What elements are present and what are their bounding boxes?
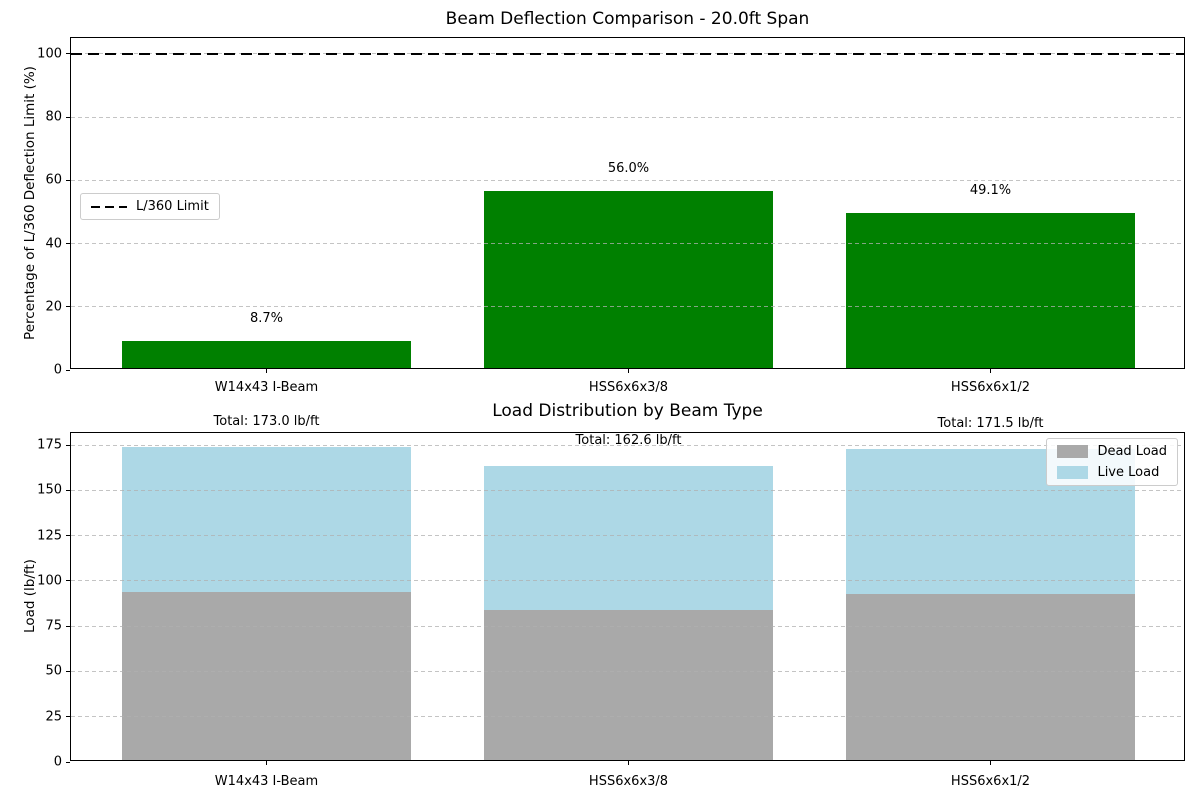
gridline <box>71 535 1184 537</box>
deflection-chart-plot-area: 0 20 40 60 80 100 W14x43 I-Beam HSS6x6x3/8 HSS6x… <box>37 37 1185 395</box>
legend-entry: L/360 Limit <box>91 199 209 214</box>
y-tick-mark <box>66 444 70 446</box>
deflection-y-axis-label: Percentage of L/360 Deflection Limit (%) <box>22 66 38 340</box>
stacked-bar-segment-live-load <box>121 446 412 592</box>
category-label: HSS6x6x3/8 <box>588 380 669 395</box>
legend-label: Live Load <box>1097 465 1160 480</box>
gridline <box>71 243 1184 245</box>
bar-value-label: 56.0% <box>607 160 650 176</box>
gridline <box>71 179 1184 181</box>
legend-entry: Live Load <box>1057 465 1167 480</box>
legend-color-patch <box>1057 445 1089 458</box>
y-tick-label: 75 <box>45 618 62 634</box>
total-label: Total: 171.5 lb/ft <box>937 416 1044 432</box>
gridline <box>71 670 1184 672</box>
category-label: HSS6x6x1/2 <box>950 380 1031 395</box>
y-tick-label: 100 <box>37 573 62 589</box>
y-tick-mark <box>66 535 70 537</box>
x-tick-mark <box>265 761 267 765</box>
total-label: Total: 162.6 lb/ft <box>575 432 682 448</box>
legend: Dead Load Live Load <box>1046 438 1178 486</box>
y-tick-mark <box>66 625 70 627</box>
legend-label: L/360 Limit <box>136 199 209 214</box>
legend-label: Dead Load <box>1097 444 1167 459</box>
legend-dashed-line-sample <box>91 205 127 208</box>
category-label: W14x43 I-Beam <box>214 774 319 789</box>
gridline <box>71 306 1184 308</box>
y-tick-label: 100 <box>37 46 62 62</box>
y-tick-label: 60 <box>45 172 62 188</box>
y-tick-mark <box>66 716 70 718</box>
gridline <box>71 116 1184 118</box>
load-y-axis-label: Load (lb/ft) <box>22 559 38 633</box>
y-tick-label: 50 <box>45 663 62 679</box>
x-tick-mark <box>628 761 629 765</box>
category-label: HSS6x6x3/8 <box>588 774 669 789</box>
y-tick-mark <box>66 179 70 181</box>
y-tick-label: 25 <box>45 709 62 725</box>
gridline <box>71 580 1184 582</box>
y-tick-label: 80 <box>45 109 62 125</box>
x-tick-mark <box>265 369 267 373</box>
gridline <box>71 489 1184 491</box>
y-tick-label: 0 <box>53 754 62 770</box>
stacked-bar-segment-live-load <box>483 465 774 611</box>
category-label: HSS6x6x1/2 <box>950 774 1031 789</box>
y-tick-label: 125 <box>37 528 62 544</box>
y-tick-mark <box>66 116 70 118</box>
deflection-chart-title: Beam Deflection Comparison - 20.0ft Span <box>445 9 810 29</box>
gridline <box>71 444 1184 446</box>
x-tick-mark <box>990 761 991 765</box>
limit-reference-line <box>71 52 1184 55</box>
y-tick-mark <box>66 489 70 491</box>
gridline <box>71 716 1184 718</box>
y-tick-mark <box>66 761 70 763</box>
legend: L/360 Limit <box>80 193 220 220</box>
y-tick-mark <box>66 580 70 582</box>
y-tick-label: 150 <box>37 482 62 498</box>
y-tick-mark <box>66 53 70 55</box>
load-chart-title: Load Distribution by Beam Type <box>492 401 763 421</box>
bar <box>483 190 774 368</box>
y-tick-label: 0 <box>53 362 62 378</box>
gridline <box>71 625 1184 627</box>
legend-entry: Dead Load <box>1057 444 1167 459</box>
bar-value-label: 8.7% <box>249 310 283 326</box>
stacked-bar-segment-dead-load <box>483 610 774 760</box>
bar <box>121 340 412 368</box>
bar <box>845 212 1136 368</box>
y-tick-label: 40 <box>45 236 62 252</box>
total-label: Total: 173.0 lb/ft <box>213 413 320 429</box>
y-tick-label: 175 <box>37 437 62 453</box>
stacked-bar-segment-dead-load <box>121 591 412 760</box>
x-tick-mark <box>628 369 629 373</box>
category-label: W14x43 I-Beam <box>214 380 319 395</box>
stacked-bar-segment-dead-load <box>845 594 1136 760</box>
y-tick-label: 20 <box>45 299 62 315</box>
bar-value-label: 49.1% <box>969 182 1012 198</box>
y-tick-mark <box>66 369 70 371</box>
y-tick-mark <box>66 670 70 672</box>
y-tick-mark <box>66 243 70 245</box>
load-chart-plot-area: 0 25 50 75 100 125 150 175 W14x43 I-Beam HSS6x6x3… <box>37 414 1185 789</box>
legend-color-patch <box>1057 466 1089 479</box>
x-tick-mark <box>990 369 991 373</box>
y-tick-mark <box>66 306 70 308</box>
